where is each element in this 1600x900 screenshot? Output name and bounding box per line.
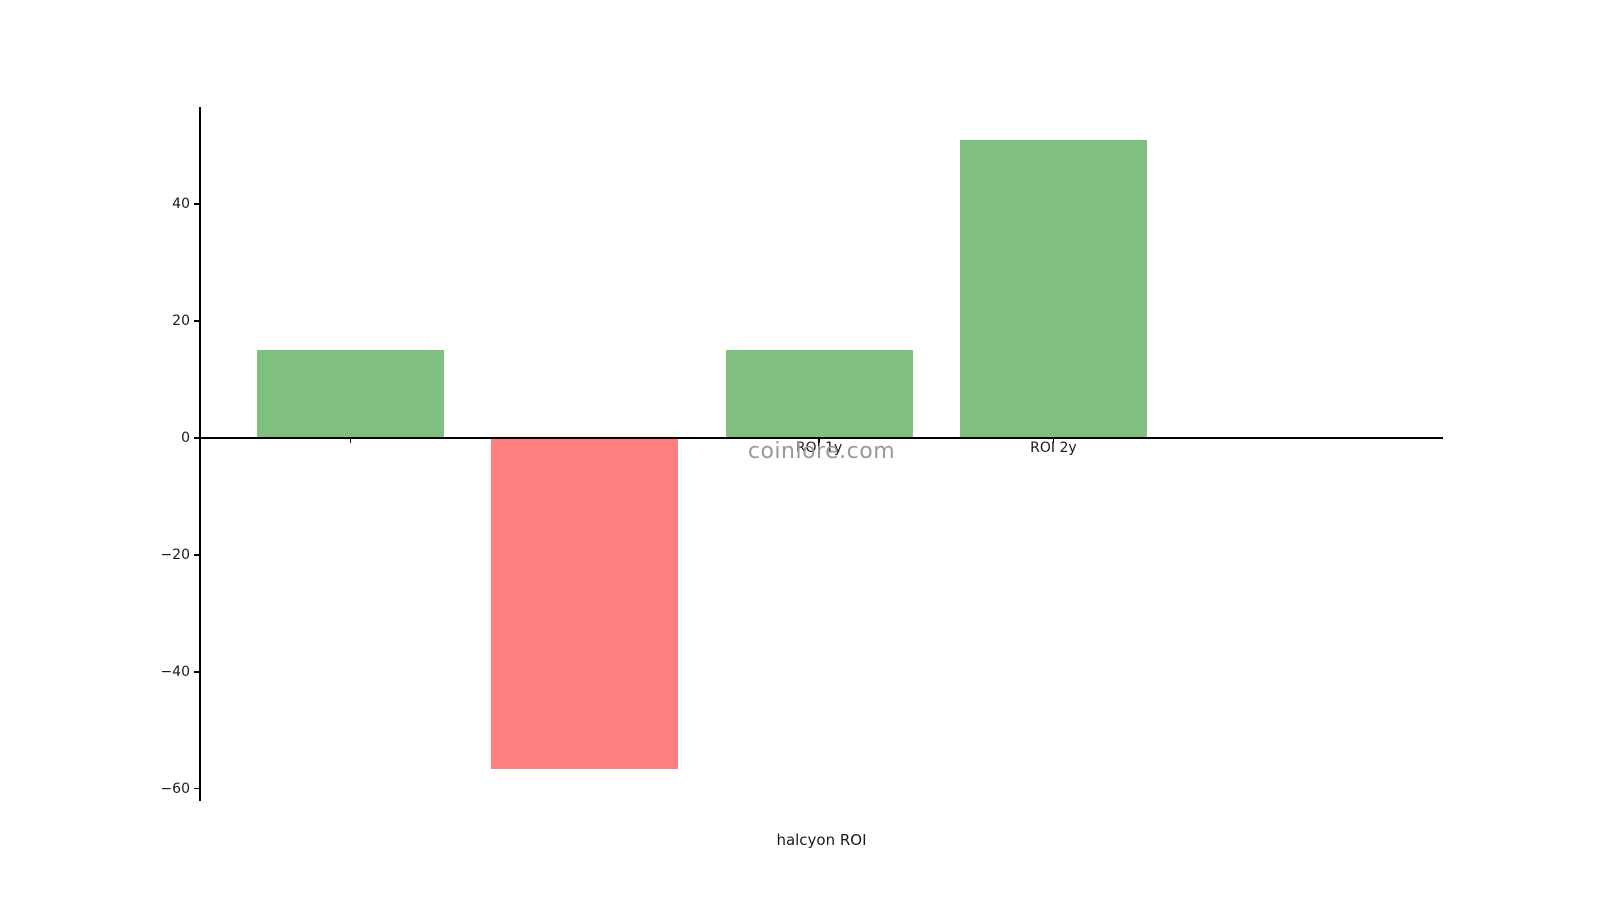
x-axis-tick: [1052, 437, 1055, 443]
y-axis-tick: [194, 203, 200, 205]
x-axis-spine: [200, 437, 1443, 439]
bar-roi-1y: [725, 350, 913, 438]
x-axis-tick-label: ROI 2y: [1030, 439, 1077, 456]
y-axis-tick: [194, 787, 200, 790]
x-axis-tick: [349, 437, 352, 443]
bar-series-0: [257, 350, 444, 438]
y-axis-tick: [194, 554, 200, 556]
bar-roi-2y: [959, 139, 1147, 438]
y-axis-tick-label: 20: [172, 312, 190, 329]
y-axis-tick: [194, 437, 200, 439]
y-axis-tick-label: 0: [181, 429, 190, 446]
x-axis-title: halcyon ROI: [776, 831, 867, 849]
y-axis-tick-label: −40: [160, 663, 190, 680]
y-axis-tick-label: −60: [160, 780, 190, 797]
y-axis-spine: [199, 107, 201, 801]
x-axis-tick: [818, 437, 820, 443]
bar-series-1: [491, 437, 679, 770]
y-axis-tick-label: 40: [172, 196, 190, 213]
y-axis-tick: [194, 671, 200, 673]
x-axis-tick-label: ROI 1y: [795, 439, 843, 456]
y-axis-tick-label: −20: [160, 546, 190, 563]
y-axis-tick: [194, 320, 200, 322]
watermark-text: coinlore.com: [747, 439, 896, 464]
